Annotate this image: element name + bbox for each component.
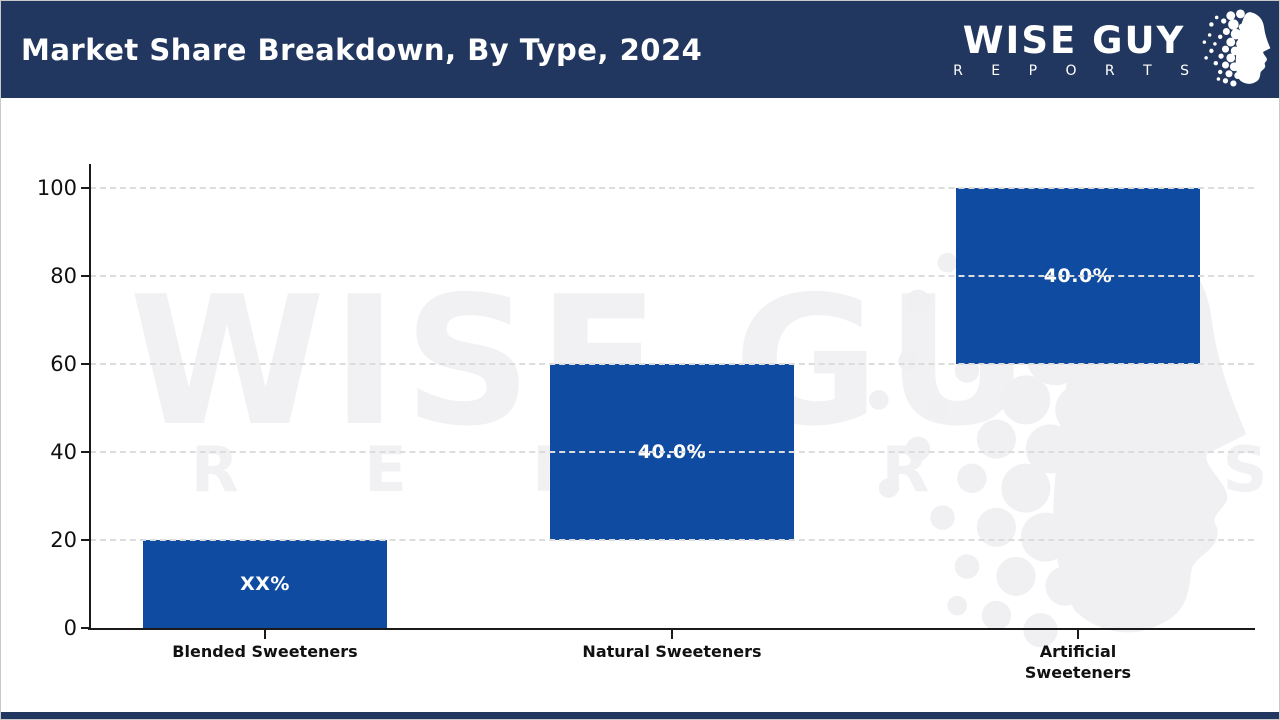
y-tick-100 (81, 187, 89, 189)
y-tick-label-0: 0 (63, 616, 77, 640)
x-category-label-1: Blended Sweeteners (172, 642, 358, 661)
gridline-20 (90, 539, 1254, 541)
gridline-40 (90, 451, 1254, 453)
y-tick-label-80: 80 (50, 264, 77, 288)
y-tick-80 (81, 275, 89, 277)
bar-1: XX% (143, 540, 387, 628)
x-tick-2 (671, 630, 673, 639)
y-axis-line (89, 164, 91, 629)
footer-bar (1, 712, 1279, 719)
y-tick-label-20: 20 (50, 528, 77, 552)
bar-value-label: XX% (240, 573, 290, 595)
brand-logo: WISE GUY R E P O R T S (947, 9, 1273, 91)
y-tick-label-100: 100 (36, 176, 77, 200)
header-bar: Market Share Breakdown, By Type, 2024 WI… (1, 1, 1279, 98)
x-axis-line (88, 628, 1255, 630)
y-tick-40 (81, 451, 89, 453)
brand-logo-text: WISE GUY R E P O R T S (947, 22, 1201, 79)
x-category-label-3: Artificial Sweeteners (1024, 642, 1132, 682)
x-category-label-2: Natural Sweeteners (582, 642, 762, 661)
y-tick-label-40: 40 (50, 440, 77, 464)
x-tick-3 (1077, 630, 1079, 639)
x-tick-1 (264, 630, 266, 639)
y-tick-0 (81, 627, 89, 629)
brand-logo-face-icon (1202, 9, 1271, 87)
y-tick-20 (81, 539, 89, 541)
brand-logo-reports: R E P O R T S (953, 62, 1201, 79)
y-tick-60 (81, 363, 89, 365)
gridline-100 (90, 187, 1254, 189)
y-tick-label-60: 60 (50, 352, 77, 376)
gridline-80 (90, 275, 1254, 277)
brand-logo-wiseguy: WISE GUY (962, 18, 1186, 62)
page-title: Market Share Breakdown, By Type, 2024 (21, 32, 703, 67)
gridline-60 (90, 363, 1254, 365)
